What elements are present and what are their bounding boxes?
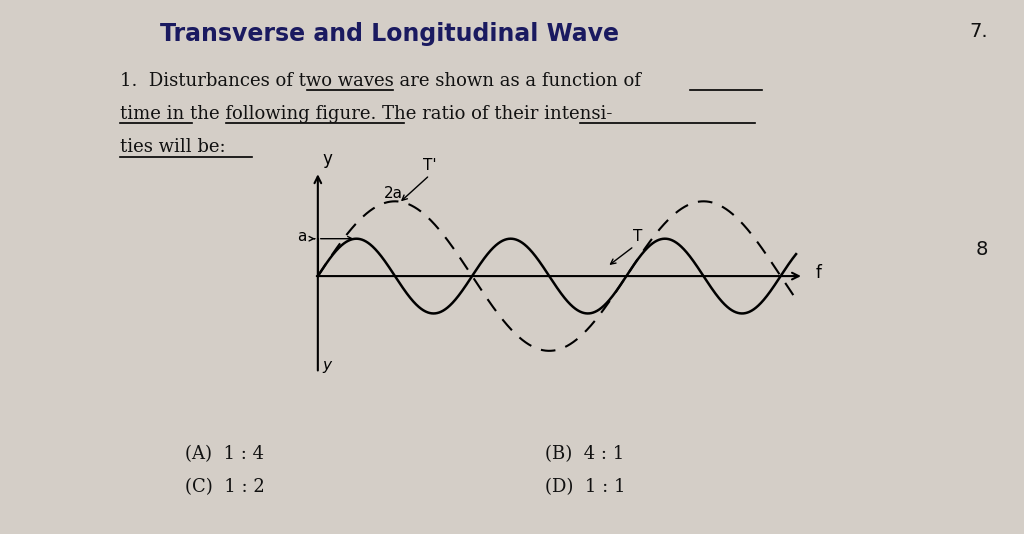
Text: time in the following figure. The ratio of their intensi-: time in the following figure. The ratio … [120, 105, 612, 123]
Text: ties will be:: ties will be: [120, 138, 225, 156]
Text: (D)  1 : 1: (D) 1 : 1 [545, 478, 626, 496]
Text: T': T' [423, 158, 436, 174]
Text: 2a: 2a [383, 186, 402, 201]
Text: (A)  1 : 4: (A) 1 : 4 [185, 445, 264, 463]
Text: (B)  4 : 1: (B) 4 : 1 [545, 445, 625, 463]
Text: f: f [815, 264, 821, 282]
Text: Transverse and Longitudinal Wave: Transverse and Longitudinal Wave [160, 22, 618, 46]
Text: y: y [323, 358, 332, 373]
Text: 1.  Disturbances of two waves are shown as a function of: 1. Disturbances of two waves are shown a… [120, 72, 641, 90]
Text: a: a [297, 229, 306, 245]
Text: 7.: 7. [970, 22, 988, 41]
Text: T: T [633, 229, 643, 245]
Text: (C)  1 : 2: (C) 1 : 2 [185, 478, 265, 496]
Text: 8: 8 [976, 240, 988, 259]
Text: y: y [323, 150, 332, 168]
